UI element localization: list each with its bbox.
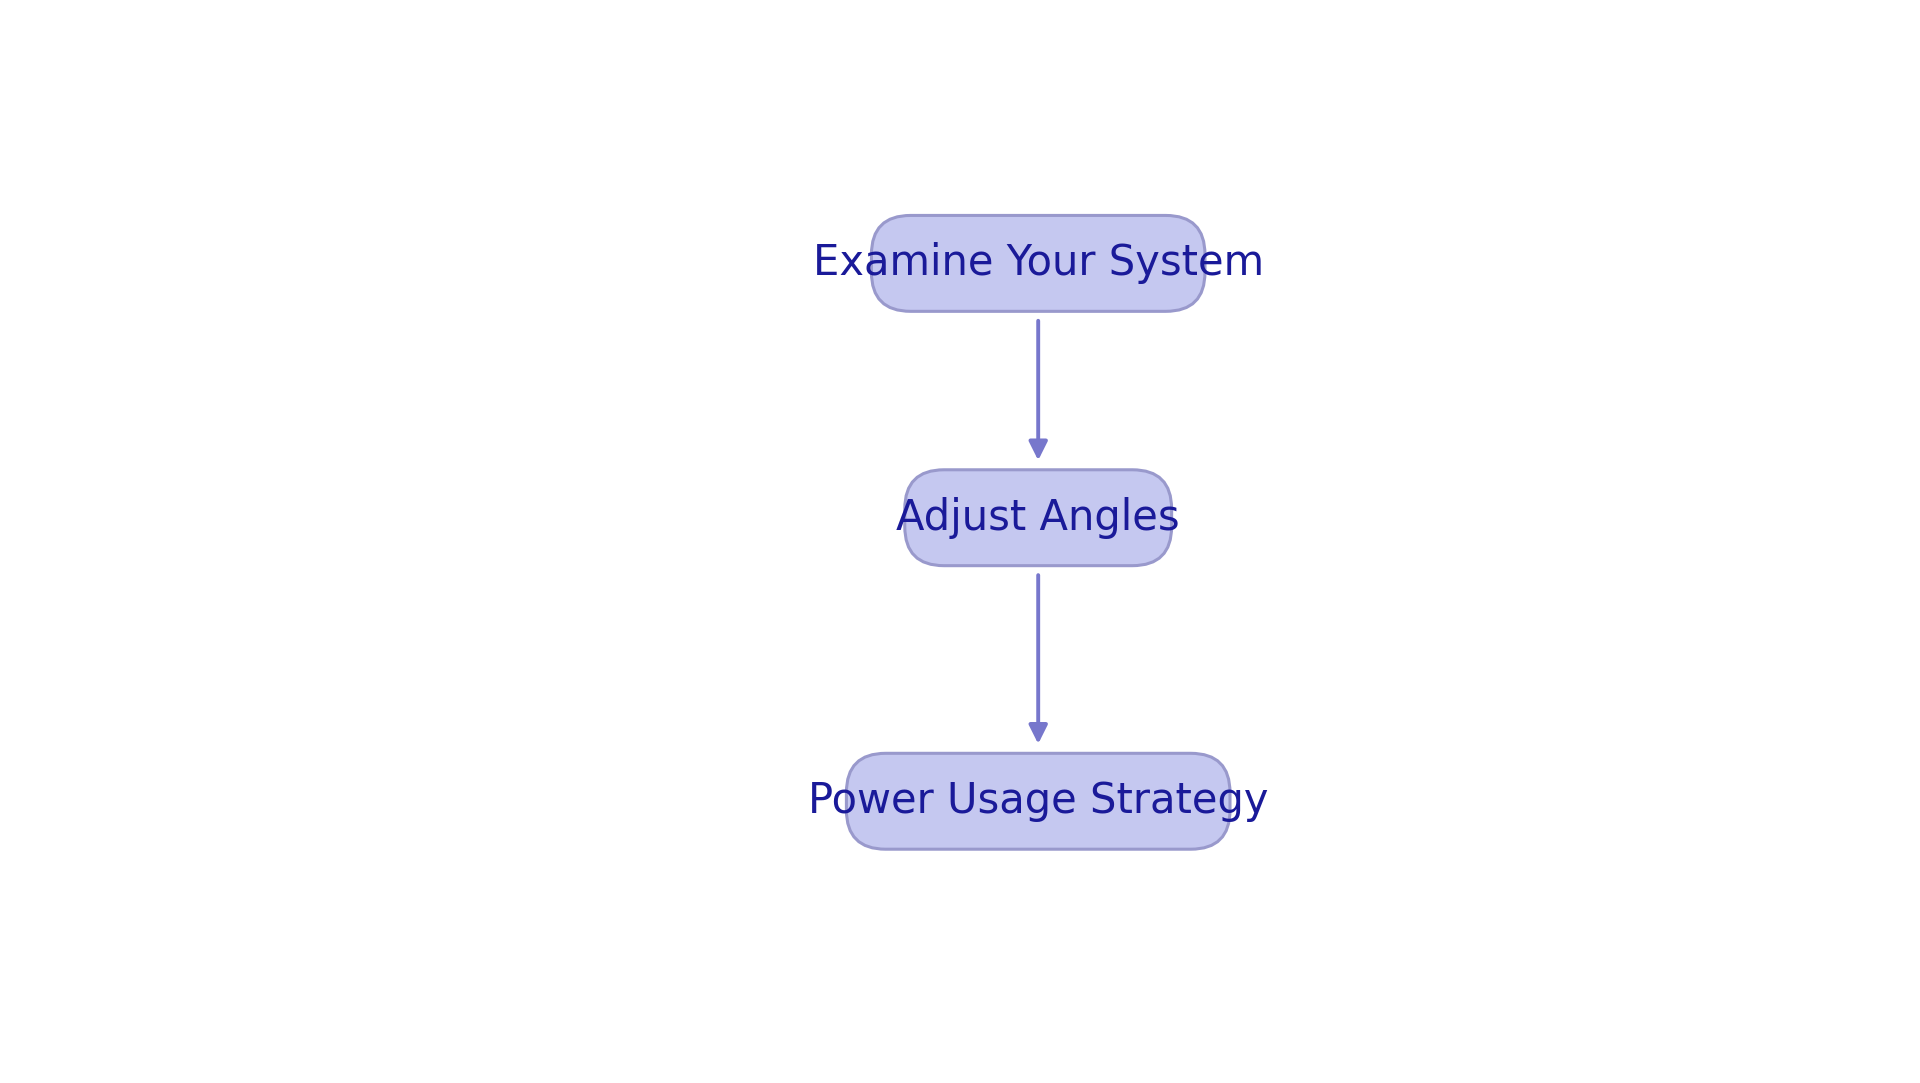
Text: Power Usage Strategy: Power Usage Strategy [808,780,1269,822]
FancyBboxPatch shape [872,216,1206,311]
Text: Examine Your System: Examine Your System [812,243,1263,285]
Text: Adjust Angles: Adjust Angles [897,497,1181,538]
FancyBboxPatch shape [904,470,1171,565]
FancyBboxPatch shape [847,754,1231,849]
